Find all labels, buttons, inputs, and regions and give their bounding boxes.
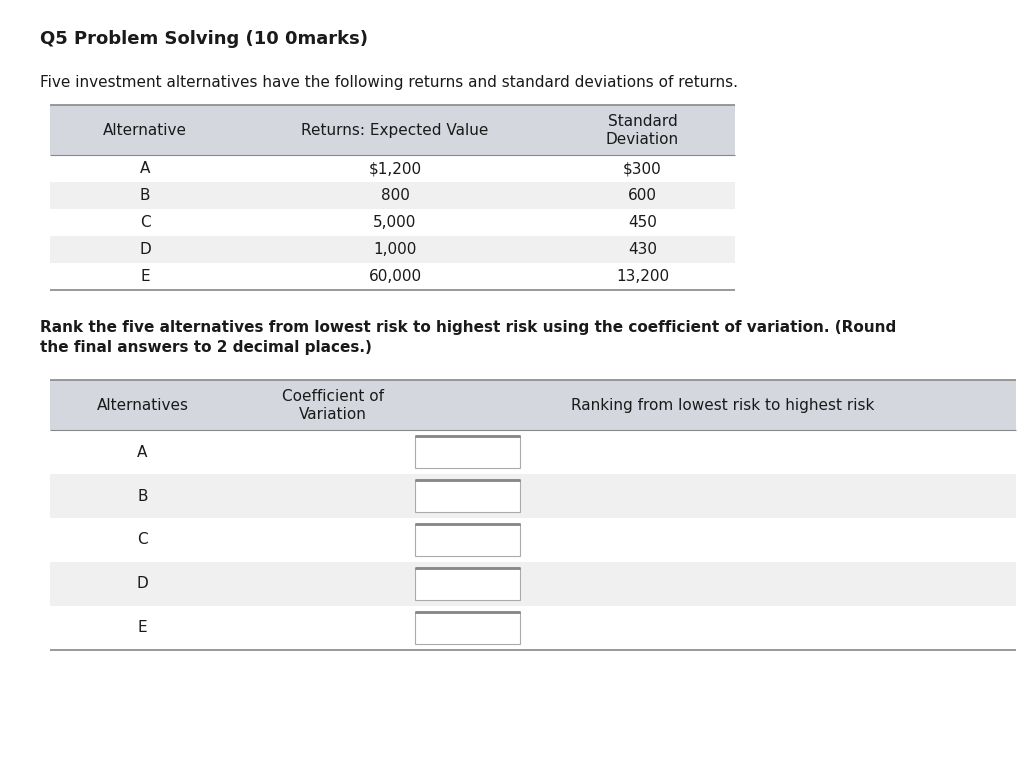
Bar <box>415 612 520 644</box>
Bar <box>50 209 735 236</box>
Bar <box>50 474 1016 518</box>
Text: Ranking from lowest risk to highest risk: Ranking from lowest risk to highest risk <box>571 398 874 413</box>
Text: $1,200: $1,200 <box>369 161 422 176</box>
Text: 800: 800 <box>380 188 409 203</box>
Bar <box>50 155 735 182</box>
Text: Alternatives: Alternatives <box>96 398 189 413</box>
Bar <box>50 263 735 290</box>
Text: D: D <box>137 577 148 591</box>
Bar <box>50 182 735 209</box>
Text: Rank the five alternatives from lowest risk to highest risk using the coefficien: Rank the five alternatives from lowest r… <box>40 320 896 335</box>
Text: Deviation: Deviation <box>606 132 679 146</box>
Text: C: C <box>140 215 150 230</box>
Bar <box>415 524 520 556</box>
Text: Q5 Problem Solving (10 0marks): Q5 Problem Solving (10 0marks) <box>40 30 368 48</box>
Text: 450: 450 <box>628 215 657 230</box>
Text: A: A <box>138 444 148 460</box>
Bar <box>50 562 1016 606</box>
Bar <box>50 380 1016 430</box>
Bar <box>50 236 735 263</box>
Text: 600: 600 <box>628 188 657 203</box>
Text: C: C <box>137 532 148 548</box>
Text: Standard: Standard <box>608 113 678 129</box>
Bar <box>415 436 520 468</box>
Text: A: A <box>140 161 150 176</box>
Text: Variation: Variation <box>298 407 367 421</box>
Bar <box>50 518 1016 562</box>
Text: 13,200: 13,200 <box>616 269 669 284</box>
Text: Alternative: Alternative <box>103 123 188 138</box>
Text: Five investment alternatives have the following returns and standard deviations : Five investment alternatives have the fo… <box>40 75 738 90</box>
Text: D: D <box>139 242 151 257</box>
Text: the final answers to 2 decimal places.): the final answers to 2 decimal places.) <box>40 340 372 355</box>
Bar <box>415 568 520 600</box>
Bar <box>50 430 1016 474</box>
Bar <box>50 105 735 155</box>
Text: $300: $300 <box>623 161 662 176</box>
Text: 60,000: 60,000 <box>369 269 422 284</box>
Text: Coefficient of: Coefficient of <box>282 388 383 404</box>
Bar <box>50 606 1016 650</box>
Text: E: E <box>140 269 150 284</box>
Text: Returns: Expected Value: Returns: Expected Value <box>301 123 489 138</box>
Text: B: B <box>137 489 148 503</box>
Text: 5,000: 5,000 <box>373 215 416 230</box>
Text: 430: 430 <box>628 242 657 257</box>
Bar <box>415 480 520 512</box>
Text: E: E <box>138 620 147 636</box>
Text: B: B <box>140 188 150 203</box>
Text: 1,000: 1,000 <box>373 242 416 257</box>
